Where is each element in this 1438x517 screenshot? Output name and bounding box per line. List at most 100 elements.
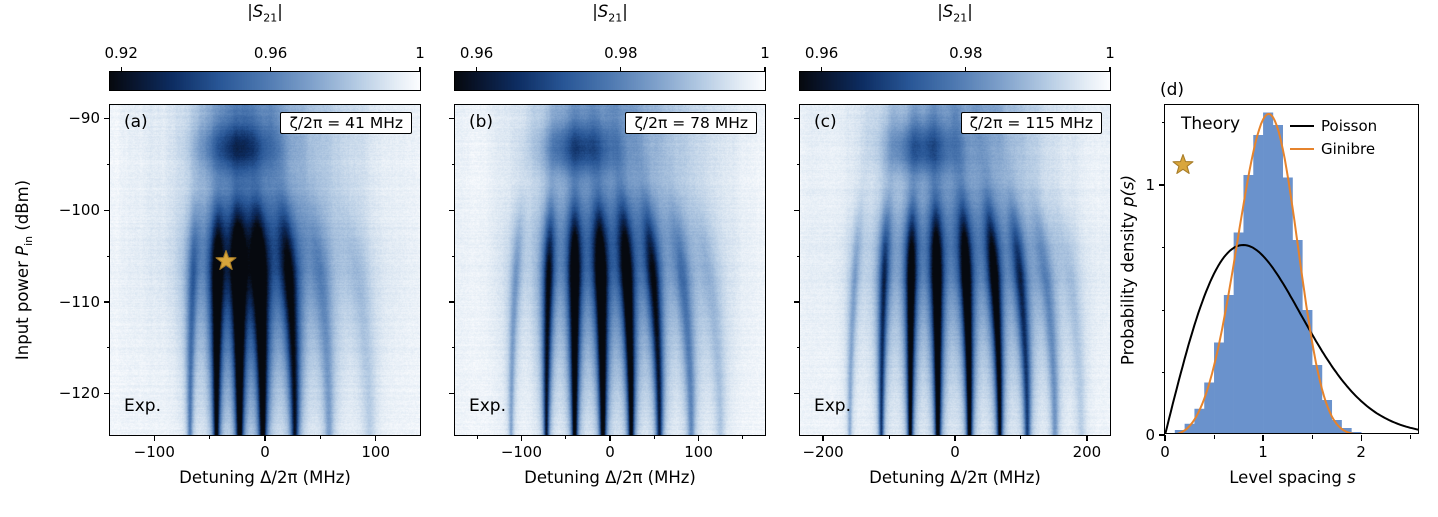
tick-mark bbox=[954, 435, 956, 441]
ginibre-curve bbox=[1176, 112, 1355, 433]
histogram-bar bbox=[1312, 365, 1323, 433]
tick-mark bbox=[796, 255, 800, 257]
histogram-bar bbox=[1223, 295, 1234, 433]
tick-mark bbox=[209, 435, 211, 439]
colorbar-tick-label: 0.96 bbox=[804, 44, 839, 62]
tick-mark bbox=[449, 393, 455, 395]
panel-tag-d: (d) bbox=[1160, 80, 1185, 100]
tick-mark bbox=[609, 435, 611, 441]
coupling-annotation-b: ζ/2π = 78 MHz bbox=[625, 112, 757, 134]
legend-label-ginibre: Ginibre bbox=[1321, 140, 1376, 158]
colorbar-title-sub: 21 bbox=[608, 11, 623, 25]
coupling-annotation-c: ζ/2π = 115 MHz bbox=[960, 112, 1102, 134]
tick-mark bbox=[653, 435, 655, 439]
tick-mark bbox=[1409, 435, 1411, 439]
tick-mark bbox=[742, 435, 744, 439]
tick-mark bbox=[319, 435, 321, 439]
colorbar-tick-label: 1 bbox=[415, 44, 425, 62]
legend-label-poisson: Poisson bbox=[1321, 117, 1378, 135]
x-tick-label: 100 bbox=[361, 443, 391, 461]
y-axis-label-d: Probability density p(s) bbox=[1119, 175, 1138, 365]
tick-mark bbox=[794, 209, 800, 211]
colorbar-b bbox=[454, 71, 766, 91]
tick-mark bbox=[1109, 67, 1111, 72]
colorbar-tick-label: 1 bbox=[760, 44, 770, 62]
star-marker bbox=[215, 249, 237, 270]
heatmap-c bbox=[799, 104, 1111, 436]
y-tick-label: 0 bbox=[1145, 425, 1155, 444]
tick-mark bbox=[419, 67, 421, 72]
x-axis-label-d: Level spacing s bbox=[1165, 468, 1420, 487]
tick-mark bbox=[821, 67, 823, 72]
colorbar-title-var: S bbox=[942, 2, 954, 21]
colorbar-title-post: | bbox=[967, 2, 973, 21]
x-tick-label: 0 bbox=[950, 443, 960, 461]
tick-mark bbox=[264, 435, 266, 441]
histogram-bar bbox=[1194, 408, 1205, 433]
x-tick-label: 100 bbox=[684, 443, 713, 461]
panel-tag-c: (c) bbox=[814, 112, 837, 132]
exp-label-b: Exp. bbox=[469, 396, 506, 416]
distribution-plot bbox=[1164, 104, 1419, 434]
tick-mark bbox=[1161, 122, 1165, 123]
tick-mark bbox=[1311, 435, 1313, 439]
x-tick-label: −200 bbox=[802, 443, 844, 461]
histogram-bar bbox=[1263, 112, 1274, 433]
y-axis-label-pre: Input power bbox=[12, 255, 32, 361]
tick-mark bbox=[104, 393, 110, 395]
tick-mark bbox=[794, 393, 800, 395]
x-axis-label-d-var: s bbox=[1347, 468, 1356, 487]
x-tick-label: 0 bbox=[605, 443, 615, 461]
colorbar-title-var: S bbox=[597, 2, 609, 21]
colorbar-title-c: |S21| bbox=[800, 2, 1110, 24]
colorbar-title-pre: | bbox=[592, 2, 598, 21]
tick-mark bbox=[451, 255, 455, 257]
histogram-bar bbox=[1292, 240, 1303, 433]
tick-mark bbox=[565, 435, 567, 439]
exp-label-a: Exp. bbox=[124, 396, 161, 416]
tick-mark bbox=[449, 301, 455, 303]
tick-mark bbox=[476, 435, 478, 439]
histogram-bar bbox=[1253, 135, 1264, 433]
histogram-bar bbox=[1214, 342, 1225, 433]
tick-mark bbox=[153, 435, 155, 441]
histogram-bar bbox=[1321, 400, 1333, 433]
colorbar-title-sub: 21 bbox=[263, 11, 278, 25]
x-tick-label: 0 bbox=[1160, 443, 1170, 461]
tick-mark bbox=[1161, 247, 1165, 248]
x-tick-label: 200 bbox=[1072, 443, 1102, 461]
histogram-bar bbox=[1331, 420, 1342, 433]
tick-mark bbox=[106, 164, 110, 166]
histogram-bar bbox=[1302, 310, 1313, 433]
tick-mark bbox=[270, 67, 272, 72]
colorbar-c bbox=[799, 71, 1111, 91]
tick-mark bbox=[104, 301, 110, 303]
colorbar-tick-label: 1 bbox=[1105, 44, 1115, 62]
histogram-bar bbox=[1351, 432, 1362, 433]
tick-mark bbox=[451, 347, 455, 349]
legend-item-ginibre: Ginibre bbox=[1290, 140, 1375, 158]
tick-mark bbox=[1159, 184, 1165, 186]
colorbar-title-post: | bbox=[622, 2, 628, 21]
exp-label-c: Exp. bbox=[814, 396, 851, 416]
histogram-bar bbox=[1204, 382, 1215, 433]
colorbar-tick-label: 0.92 bbox=[104, 44, 138, 62]
histogram-bar bbox=[1341, 428, 1352, 433]
y-tick-label: −120 bbox=[58, 384, 100, 403]
tick-mark bbox=[1161, 372, 1165, 373]
histogram-bar bbox=[1243, 175, 1254, 433]
histogram-bar bbox=[1361, 434, 1371, 435]
panel-tag-b: (b) bbox=[469, 112, 494, 132]
x-tick-label: 0 bbox=[260, 443, 270, 461]
x-axis-label-b: Detuning Δ/2π (MHz) bbox=[524, 468, 696, 487]
tick-mark bbox=[1213, 435, 1215, 439]
ginibre-line-swatch bbox=[1290, 148, 1314, 150]
colorbar-title-var: S bbox=[252, 2, 264, 21]
tick-mark bbox=[449, 118, 455, 120]
tick-mark bbox=[476, 67, 478, 72]
histogram-bar bbox=[1282, 177, 1293, 433]
colorbar-title-post: | bbox=[277, 2, 283, 21]
colorbar-title-pre: | bbox=[247, 2, 253, 21]
histogram-bar bbox=[1272, 125, 1283, 433]
